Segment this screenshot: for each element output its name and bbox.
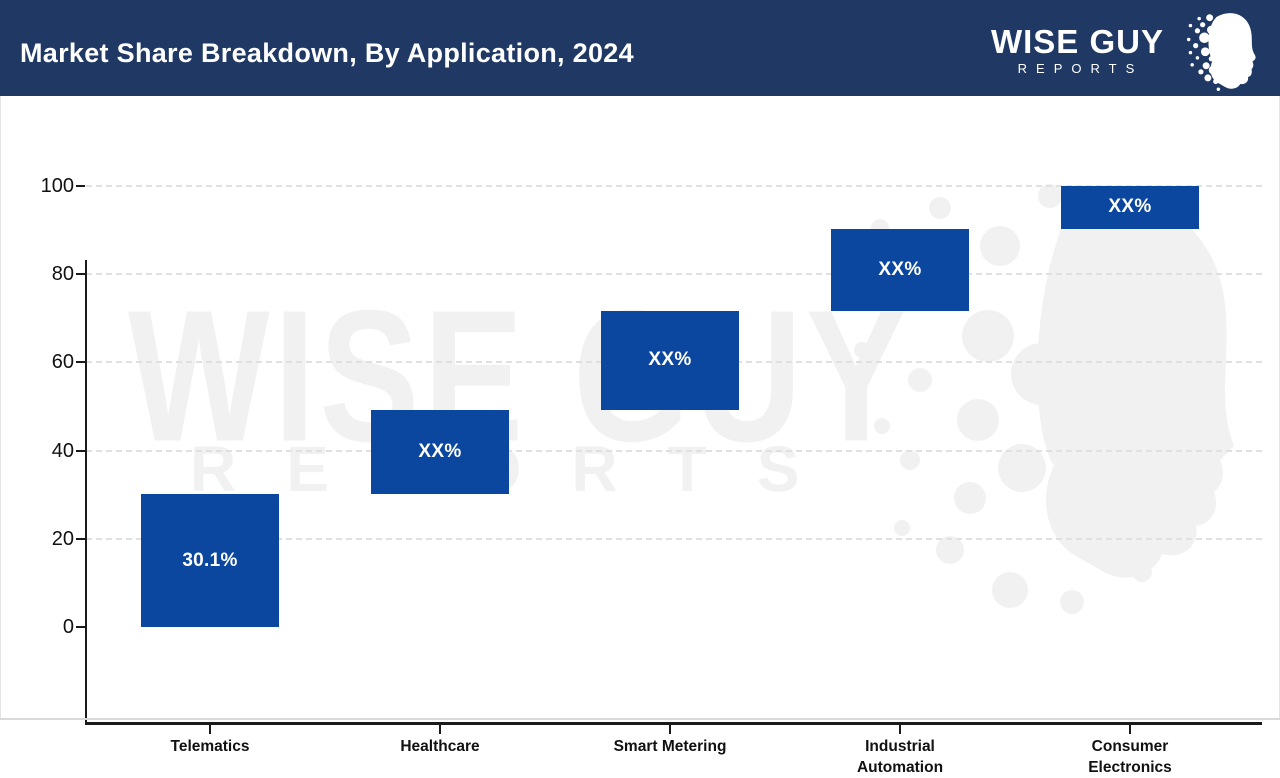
y-axis-tick-mark [76, 537, 85, 540]
bar-industrial-automation: XX% [831, 228, 969, 311]
category-label-telematics: Telematics [170, 738, 250, 755]
y-axis-tick-mark [76, 273, 85, 276]
watermark-brand-name: WISE GUY [128, 270, 911, 481]
y-axis-tick-label: 20 [51, 527, 74, 550]
category-label-healthcare: Healthcare [400, 738, 480, 755]
brand-logo: WISE GUY REPORTS [991, 2, 1262, 94]
y-axis-line [85, 260, 87, 725]
gridline-y-80 [86, 273, 1262, 276]
footer-line [0, 718, 1280, 720]
category-label-consumer-electronics: Consumer Electronics [1088, 738, 1172, 776]
category-label-industrial-automation: Industrial Automation [856, 738, 944, 776]
y-axis-tick-label: 80 [51, 263, 74, 286]
header-bar: Market Share Breakdown, By Application, … [0, 0, 1280, 96]
x-axis-tick-mark [899, 725, 901, 734]
y-axis-tick-label: 0 [62, 616, 74, 638]
y-axis-tick-label: 40 [51, 439, 74, 462]
y-axis-tick-label: 100 [40, 175, 74, 197]
y-axis-tick-mark [76, 449, 85, 452]
gridline-y-100 [86, 185, 1262, 187]
y-axis-tick-mark [76, 185, 85, 187]
bar-value-label: XX% [1108, 196, 1152, 218]
logo-head-icon [1186, 13, 1256, 92]
brand-name: WISE GUY [990, 22, 1164, 60]
bar-value-label: XX% [418, 441, 462, 463]
category-label-smart-metering: Smart Metering [613, 738, 727, 755]
y-axis-tick-mark [76, 626, 85, 628]
gridline-y-40 [86, 449, 1262, 452]
brand-text: WISE GUY REPORTS [990, 22, 1164, 76]
bar-telematics: 30.1% [141, 494, 279, 627]
y-axis-tick-mark [76, 361, 85, 364]
y-axis-tick-label: 60 [51, 351, 74, 374]
gridline-y-20 [86, 537, 1262, 540]
bar-value-label: XX% [648, 349, 692, 371]
x-axis-tick-mark [669, 725, 671, 734]
bar-consumer-electronics: XX% [1061, 186, 1199, 229]
bar-value-label: XX% [878, 258, 922, 280]
x-axis-tick-mark [439, 725, 441, 734]
page-title: Market Share Breakdown, By Application, … [20, 37, 634, 68]
chart-plot-area: 0 20 40 60 80 100 30.1% XX% XX% XX% XX% Telematics H… [0, 96, 1280, 776]
x-axis-tick-mark [209, 725, 211, 734]
bar-value-label: 30.1% [182, 549, 238, 571]
bar-healthcare: XX% [371, 410, 509, 495]
frame-edge-left [0, 96, 1, 720]
x-axis-tick-mark [1129, 725, 1131, 734]
watermark-head-icon [844, 184, 1234, 614]
x-axis-line [85, 722, 1262, 725]
bar-smart-metering: XX% [601, 310, 739, 411]
brand-tagline: REPORTS [1017, 60, 1144, 76]
